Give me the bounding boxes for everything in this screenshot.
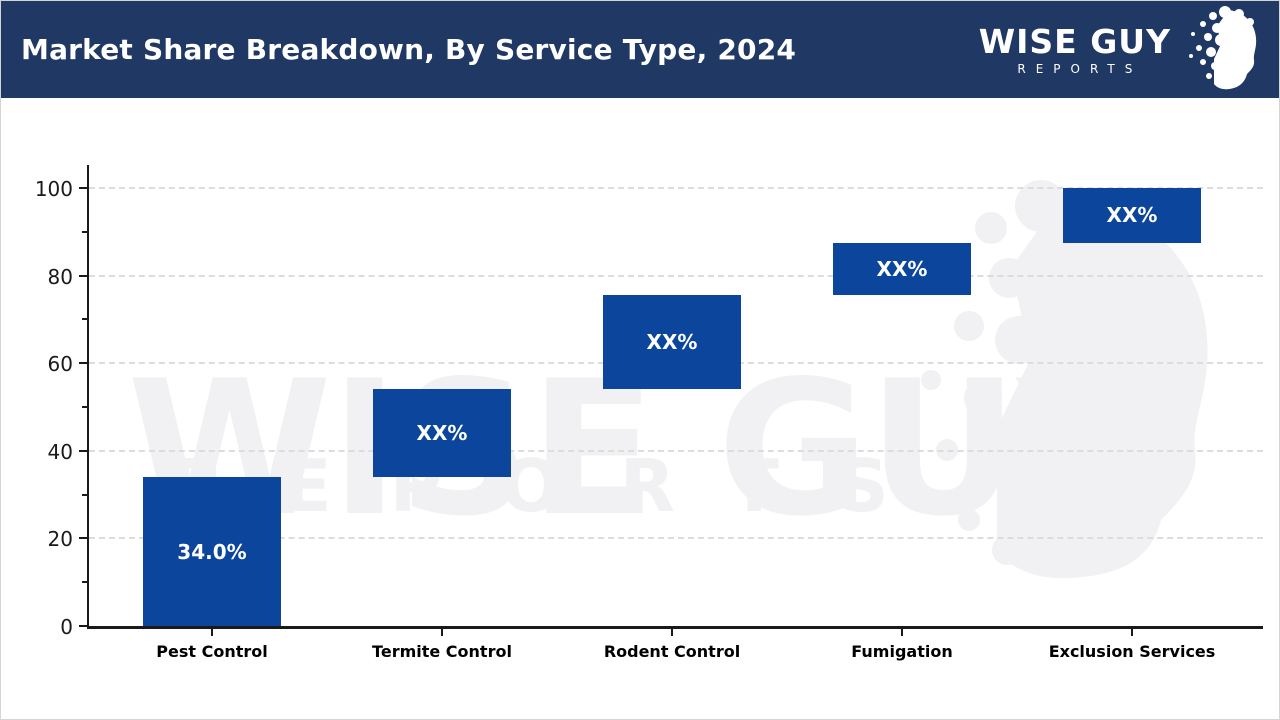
bar: 34.0% <box>143 477 281 626</box>
y-minor-tick <box>82 230 87 233</box>
x-category-label: Termite Control <box>372 642 512 661</box>
bar-value-label: XX% <box>876 257 928 282</box>
y-tick <box>79 187 87 189</box>
y-axis-line <box>87 165 89 628</box>
x-category-label: Exclusion Services <box>1048 642 1216 661</box>
x-category-label: Pest Control <box>156 642 268 661</box>
bar: XX% <box>1063 188 1201 243</box>
y-tick <box>79 274 87 277</box>
bar: XX% <box>603 295 741 390</box>
gridline <box>89 537 1263 540</box>
gridline <box>89 449 1263 452</box>
y-minor-tick <box>82 493 87 496</box>
bar-value-label: XX% <box>1106 203 1158 228</box>
bar: XX% <box>833 242 971 296</box>
watermark-subtext: REPORTS <box>169 444 947 528</box>
y-tick-label: 100 <box>34 177 73 201</box>
x-tick <box>441 629 443 636</box>
y-tick <box>79 625 87 627</box>
x-category-label: Rodent Control <box>603 642 741 661</box>
bar-value-label: XX% <box>646 330 698 355</box>
y-tick-label: 40 <box>47 439 73 464</box>
x-tick <box>211 629 213 636</box>
x-tick <box>671 629 673 636</box>
y-tick <box>79 449 87 452</box>
x-axis-line <box>87 626 1263 629</box>
header-band: Market Share Breakdown, By Service Type,… <box>1 1 1279 98</box>
brand-logo: WISE GUY REPORTS <box>979 4 1259 96</box>
bar: XX% <box>373 389 511 478</box>
y-tick <box>79 362 87 365</box>
gridline <box>89 187 1263 189</box>
bar-value-label: 34.0% <box>177 539 247 564</box>
gridline <box>89 274 1263 277</box>
y-tick-label: 20 <box>47 527 73 552</box>
watermark-head-icon <box>851 158 1251 582</box>
brand-head-icon <box>1173 4 1259 96</box>
y-minor-tick <box>82 318 87 321</box>
y-tick-label: 80 <box>47 264 73 289</box>
y-tick-label: 0 <box>60 615 73 639</box>
y-minor-tick <box>82 406 87 408</box>
x-tick <box>901 629 903 636</box>
y-minor-tick <box>82 581 87 584</box>
y-tick-label: 60 <box>47 352 73 377</box>
brand-logo-text: WISE GUY REPORTS <box>979 25 1171 75</box>
y-tick <box>79 537 87 540</box>
brand-subname: REPORTS <box>1017 61 1143 76</box>
bar-value-label: XX% <box>416 421 468 446</box>
chart-title: Market Share Breakdown, By Service Type,… <box>21 33 797 66</box>
brand-name: WISE GUY <box>978 21 1171 61</box>
x-tick <box>1131 629 1133 636</box>
x-category-label: Fumigation <box>851 642 953 661</box>
